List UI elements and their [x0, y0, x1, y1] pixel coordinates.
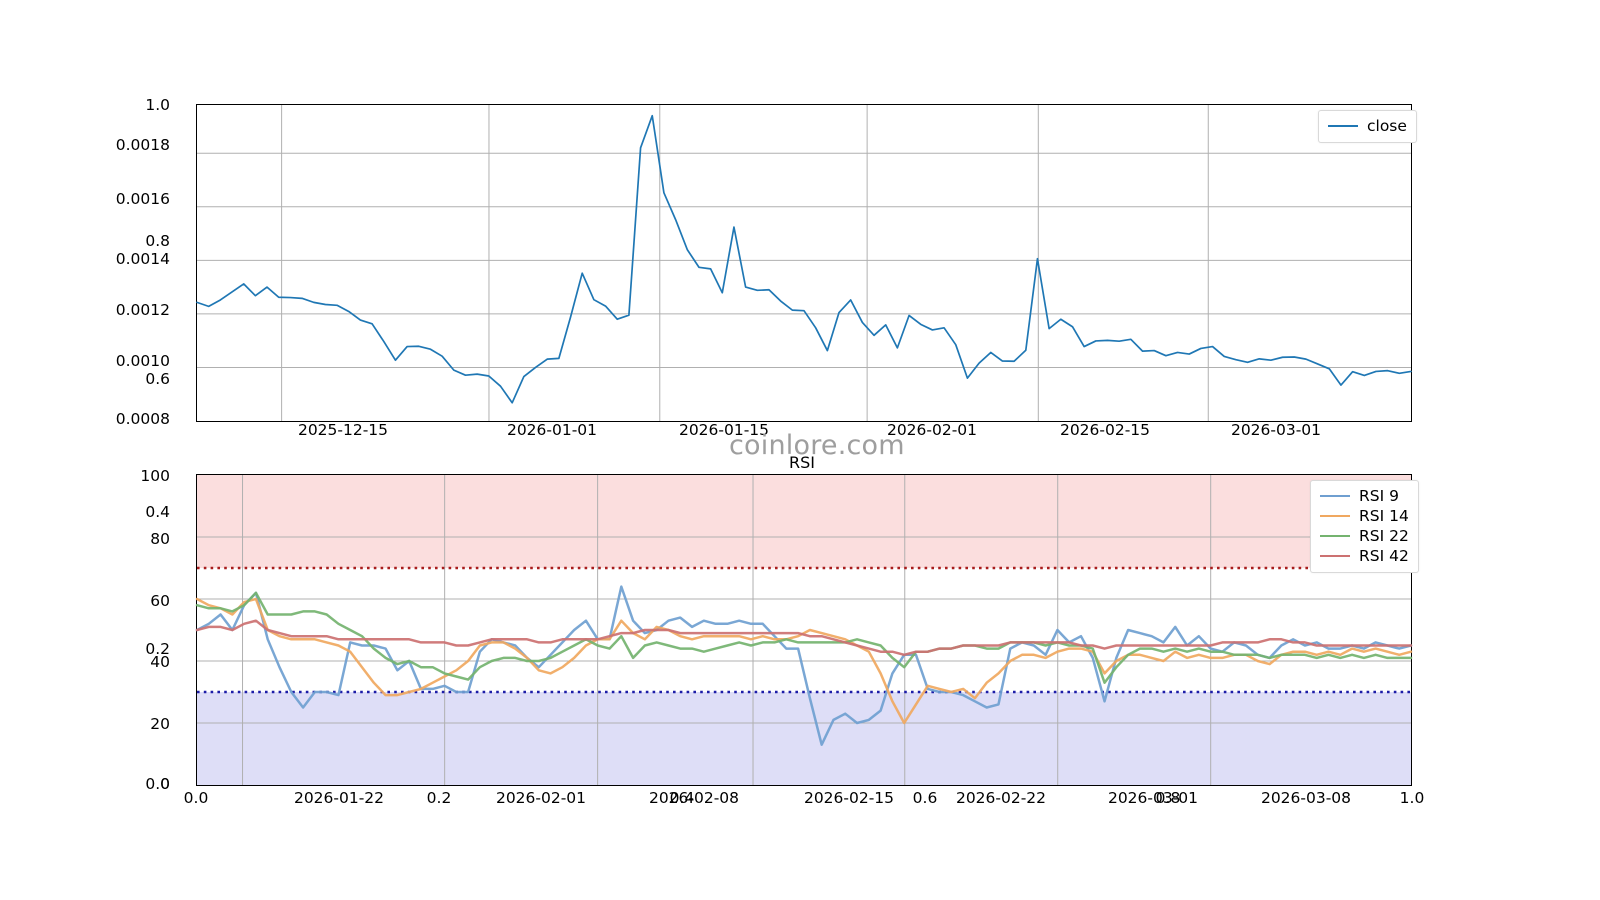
price-norm-ytick-2: 1.0	[145, 96, 170, 114]
rsi-xtick-4: 2026-02-22	[955, 789, 1047, 807]
rsi-ytick-4: 80	[150, 530, 170, 548]
rsi-xtick-2: 2026-02-08	[648, 789, 740, 807]
rsi-ytick-1: 20	[150, 715, 170, 733]
rsi-xtick-1: 2026-02-01	[495, 789, 587, 807]
price-ytick-3: 0.0014	[115, 250, 170, 268]
legend-item-rsi-42[interactable]: RSI 42	[1320, 546, 1409, 566]
rsi-norm-xtick-1: 0.2	[426, 789, 452, 807]
rsi-xtick-5: 2026-03-01	[1107, 789, 1199, 807]
rsi-chart-panel	[195, 474, 1413, 786]
rsi-legend: RSI 9 RSI 14 RSI 22 RSI 42	[1310, 480, 1419, 573]
rsi-ytick-2: 40	[150, 653, 170, 671]
rsi-norm-xtick-0: 0.0	[183, 789, 209, 807]
price-xtick-4: 2026-02-15	[1059, 421, 1151, 439]
legend-item-rsi-22[interactable]: RSI 22	[1320, 526, 1409, 546]
rsi-xtick-6: 2026-03-08	[1260, 789, 1352, 807]
legend-label-rsi-14: RSI 14	[1359, 507, 1409, 525]
price-norm-ytick-0: 0.6	[145, 370, 170, 388]
legend-label-rsi-42: RSI 42	[1359, 547, 1409, 565]
rsi-norm-xtick-5: 1.0	[1399, 789, 1425, 807]
rsi-plot-area	[195, 475, 1413, 785]
rsi42-line-swatch-icon	[1320, 555, 1350, 557]
legend-label-rsi-9: RSI 9	[1359, 487, 1399, 505]
rsi-norm-ytick-1: 0.2	[145, 640, 170, 658]
price-ytick-5: 0.0018	[115, 136, 170, 154]
rsi-ytick-0: 0	[160, 775, 170, 793]
rsi-ytick-5: 100	[140, 467, 170, 485]
rsi-norm-xtick-2: 0.4	[669, 789, 695, 807]
price-plot-area	[196, 105, 1412, 421]
rsi-norm-ytick-2: 0.4	[145, 503, 170, 521]
legend-item-close[interactable]: close	[1328, 116, 1407, 136]
price-norm-ytick-1: 0.8	[145, 232, 170, 250]
rsi-ytick-3: 60	[150, 592, 170, 610]
price-legend: close	[1318, 110, 1417, 143]
rsi-panel-title: RSI	[789, 453, 815, 472]
price-ytick-0: 0.0008	[115, 410, 170, 428]
rsi22-line-swatch-icon	[1320, 535, 1350, 537]
price-chart-panel	[196, 104, 1412, 422]
rsi-norm-xtick-4: 0.8	[1155, 789, 1181, 807]
price-xtick-0: 2025-12-15	[297, 421, 389, 439]
price-ytick-4: 0.0016	[115, 190, 170, 208]
price-xtick-2: 2026-01-15	[678, 421, 770, 439]
price-ytick-1: 0.0010	[115, 352, 170, 370]
close-line-swatch-icon	[1328, 125, 1358, 127]
rsi14-line-swatch-icon	[1320, 515, 1350, 517]
legend-item-rsi-9[interactable]: RSI 9	[1320, 486, 1409, 506]
rsi-xtick-0: 2026-01-22	[293, 789, 385, 807]
coinlore-watermark: coinlore.com	[729, 430, 905, 461]
rsi-xtick-3: 2026-02-15	[803, 789, 895, 807]
rsi-norm-ytick-0: 0.0	[145, 775, 170, 793]
price-xtick-1: 2026-01-01	[506, 421, 598, 439]
price-xtick-3: 2026-02-01	[886, 421, 978, 439]
price-xtick-5: 2026-03-01	[1230, 421, 1322, 439]
legend-label-rsi-22: RSI 22	[1359, 527, 1409, 545]
rsi9-line-swatch-icon	[1320, 495, 1350, 497]
legend-item-rsi-14[interactable]: RSI 14	[1320, 506, 1409, 526]
rsi-norm-xtick-3: 0.6	[912, 789, 938, 807]
legend-label-close: close	[1367, 117, 1407, 135]
price-ytick-2: 0.0012	[115, 301, 170, 319]
